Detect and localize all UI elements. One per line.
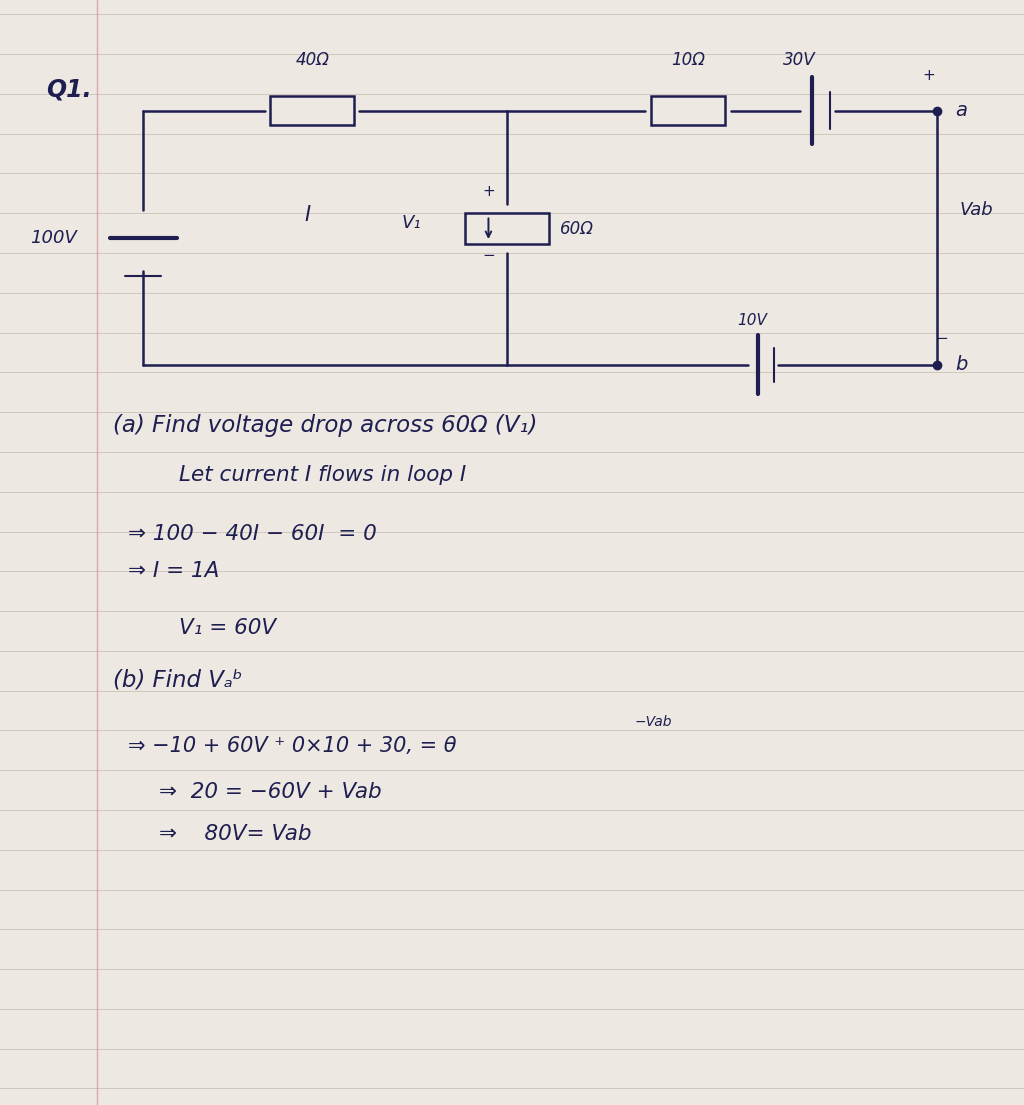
Text: V₁ = 60V: V₁ = 60V [179,618,276,638]
Text: Q1.: Q1. [46,77,92,102]
Text: −: − [936,330,948,346]
Text: ⇒    80V= Vab: ⇒ 80V= Vab [159,824,311,844]
Text: 60Ω: 60Ω [560,220,594,238]
Text: +: + [923,67,935,83]
Text: Let current I flows in loop I: Let current I flows in loop I [179,465,467,485]
Text: (b) Find Vₐᵇ: (b) Find Vₐᵇ [113,669,243,691]
Text: Vab: Vab [959,201,993,219]
Text: ⇒  20 = −60V + Vab: ⇒ 20 = −60V + Vab [159,782,381,802]
Bar [465,213,549,244]
Text: +: + [482,183,495,199]
Text: −Vab: −Vab [635,715,673,729]
Text: 30V: 30V [783,51,816,69]
Text: 100V: 100V [30,229,77,246]
Text: I: I [304,206,310,225]
Text: ⇒ −10 + 60V ⁺ 0×10 + 30, = θ: ⇒ −10 + 60V ⁺ 0×10 + 30, = θ [128,736,457,756]
Text: b: b [955,355,968,375]
Text: (a) Find voltage drop across 60Ω (V₁): (a) Find voltage drop across 60Ω (V₁) [113,414,537,436]
Text: ⇒ I = 1A: ⇒ I = 1A [128,561,219,581]
Text: 10Ω: 10Ω [671,51,706,69]
Bar [270,95,354,125]
Bar [651,95,725,125]
Text: ⇒ 100 − 40I − 60I  = 0: ⇒ 100 − 40I − 60I = 0 [128,524,377,544]
Text: 40Ω: 40Ω [295,51,330,69]
Text: V₁: V₁ [401,214,422,232]
Text: 10V: 10V [737,313,768,328]
Text: −: − [482,248,495,263]
Text: a: a [955,101,968,120]
